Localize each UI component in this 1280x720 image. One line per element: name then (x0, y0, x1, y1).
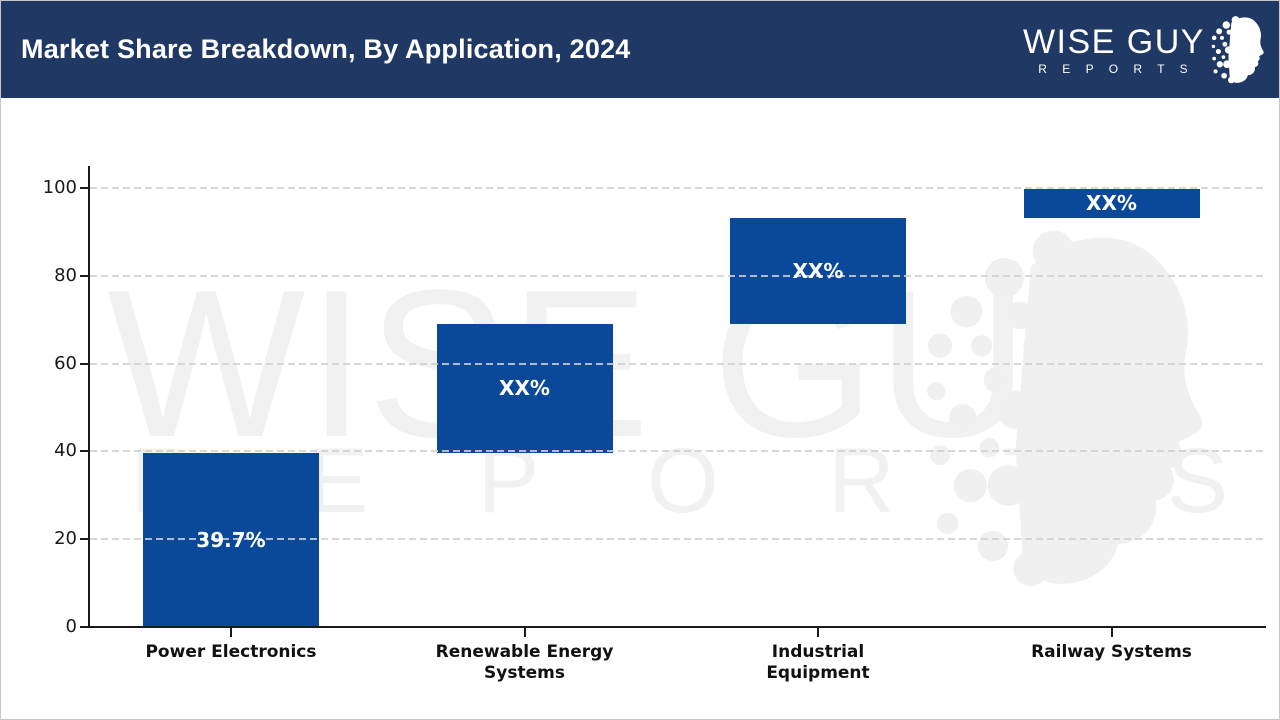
x-tick-label: Industrial Equipment (766, 642, 870, 684)
header: Market Share Breakdown, By Application, … (1, 1, 1279, 98)
y-tick-label: 60 (54, 352, 77, 374)
x-axis-tick (230, 628, 232, 637)
y-axis-tick (80, 450, 89, 453)
gridline (90, 274, 1266, 277)
y-tick-label: 0 (65, 616, 77, 637)
bar-value-label: XX% (1086, 191, 1137, 216)
bar-value-label: XX% (792, 258, 844, 283)
brand-logo-text: WISE GUY R E P O R T S (1023, 25, 1205, 75)
x-tick-label: Power Electronics (145, 642, 317, 662)
y-tick-label: 40 (54, 440, 77, 462)
bar (730, 217, 906, 325)
bar-value-label: XX% (499, 376, 550, 401)
x-axis-tick (523, 628, 526, 637)
x-axis-tick (817, 628, 819, 637)
logo-subtext: R E P O R T S (1038, 61, 1194, 76)
y-axis-tick (80, 538, 89, 541)
gridline (90, 450, 1266, 453)
y-tick-label: 20 (54, 528, 77, 550)
logo-wordmark: WISE GUY (1022, 22, 1205, 61)
gridline (90, 187, 1266, 189)
x-tick-label: Renewable Energy Systems (435, 642, 614, 684)
y-tick-label: 100 (42, 177, 77, 198)
gridline (90, 362, 1266, 365)
page-title: Market Share Breakdown, By Application, … (21, 34, 631, 64)
bar (436, 324, 613, 453)
bar-value-label: 39.7% (196, 527, 266, 552)
y-axis-tick (80, 274, 89, 277)
gridline (90, 538, 1266, 541)
y-axis-tick (80, 187, 89, 189)
brand-logo: WISE GUY R E P O R T S (1023, 11, 1267, 89)
x-tick-label: Railway Systems (1031, 642, 1192, 662)
y-axis-tick (80, 626, 89, 628)
logo-face-icon (1211, 15, 1264, 83)
y-axis-tick (80, 362, 89, 365)
bar (1023, 188, 1200, 218)
x-axis (88, 626, 1266, 628)
y-tick-label: 80 (54, 264, 77, 286)
x-axis-tick (1110, 628, 1113, 637)
y-axis (88, 166, 90, 628)
